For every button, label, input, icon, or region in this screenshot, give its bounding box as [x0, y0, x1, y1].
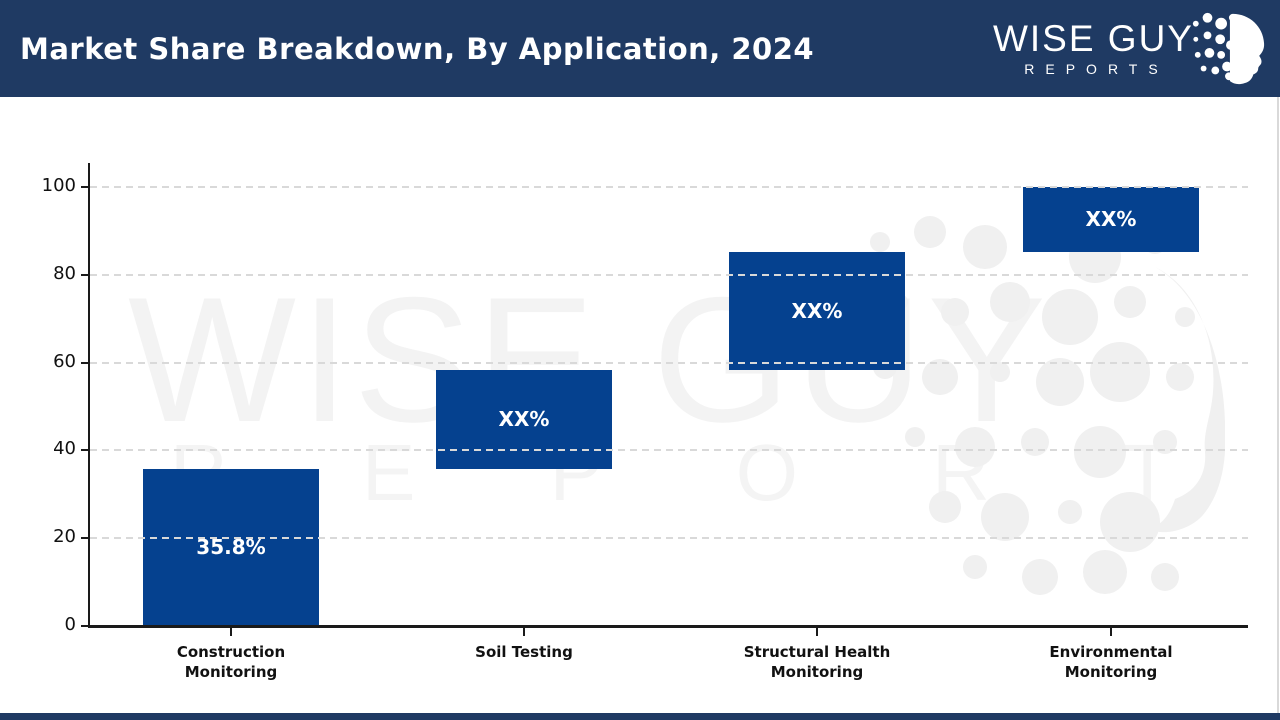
y-tick-20 — [81, 537, 89, 540]
wiseguy-logo: WISE GUY REPORTS — [993, 9, 1280, 89]
y-tick-label-60: 60 — [53, 350, 76, 372]
y-tick-label-80: 80 — [53, 262, 76, 284]
bar-value-label: XX% — [498, 407, 550, 432]
bar-value-label: XX% — [1085, 207, 1137, 232]
right-border-line — [1277, 97, 1279, 713]
page-title: Market Share Breakdown, By Application, … — [20, 31, 815, 66]
logo-wiseguy-text: WISE GUY — [992, 18, 1194, 59]
watermark-face-icon — [870, 216, 1225, 595]
bar-2: XX% — [436, 369, 612, 469]
y-tick-label-20: 20 — [53, 526, 76, 548]
y-tick-label-100: 100 — [41, 175, 76, 196]
bar-3: XX% — [729, 251, 905, 370]
chart-area: WISE GUY R E P O R T S 02040608010035.8%… — [0, 97, 1280, 713]
x-category-label: Structural Health Monitoring — [743, 643, 891, 682]
y-tick-80 — [81, 273, 89, 276]
x-category-label: Environmental Monitoring — [1049, 643, 1173, 682]
header-bar: Market Share Breakdown, By Application, … — [0, 0, 1280, 97]
x-tick-3 — [816, 628, 818, 636]
logo-text: WISE GUY REPORTS — [993, 20, 1194, 77]
footer-bar — [0, 713, 1280, 720]
x-category-label: Soil Testing — [475, 643, 573, 661]
y-tick-100 — [81, 186, 89, 188]
bar-4: XX% — [1023, 187, 1199, 252]
logo-face-icon — [1192, 12, 1265, 84]
bar-value-label: 35.8% — [196, 535, 266, 560]
bar-value-label: XX% — [791, 298, 843, 323]
y-tick-40 — [81, 449, 89, 452]
bar-1: 35.8% — [143, 468, 319, 626]
x-tick-2 — [523, 628, 525, 636]
y-tick-0 — [81, 625, 89, 627]
y-axis-line — [88, 163, 90, 628]
y-tick-label-40: 40 — [53, 438, 76, 460]
x-tick-1 — [230, 628, 232, 636]
logo-reports-text: REPORTS — [1024, 61, 1169, 77]
y-tick-60 — [81, 361, 89, 364]
x-tick-4 — [1110, 628, 1112, 636]
y-tick-label-0: 0 — [64, 614, 76, 635]
x-category-label: Construction Monitoring — [176, 643, 286, 682]
x-axis-line — [88, 625, 1248, 628]
